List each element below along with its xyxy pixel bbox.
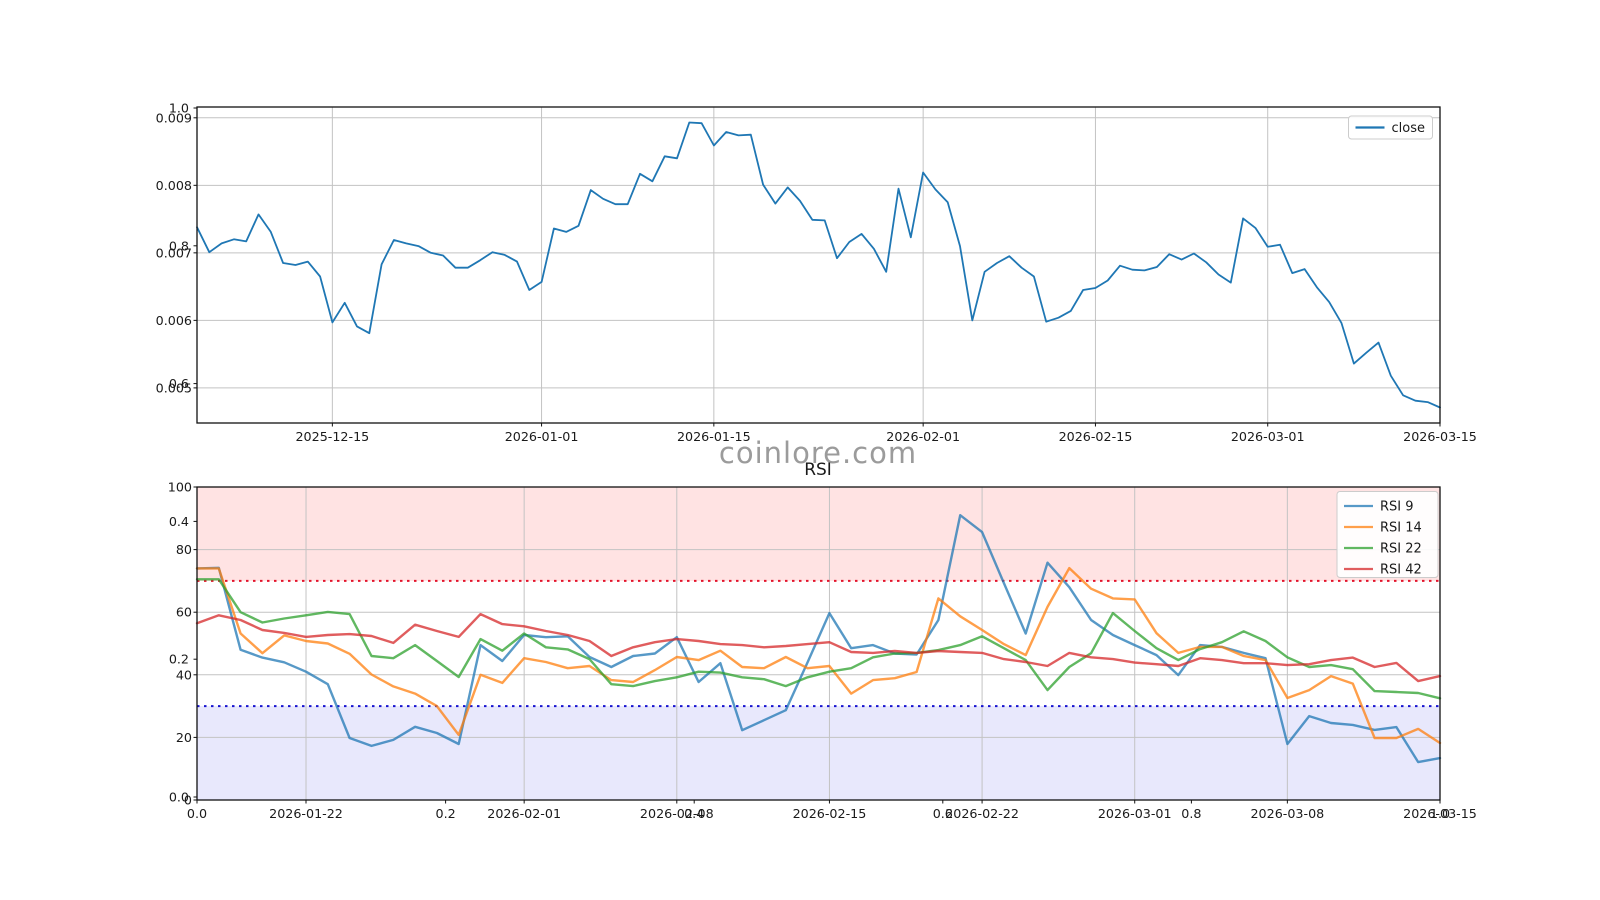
x-tick-label: 2025-12-15: [295, 429, 369, 444]
series-close: [196, 121, 1441, 409]
series-rsi-22: [195, 578, 1442, 700]
x-tick-label: 2026-01-01: [505, 429, 579, 444]
legend-box: [1336, 491, 1439, 578]
series-rsi-42: [195, 612, 1442, 683]
legend-box: [1348, 115, 1433, 140]
axes-frame: [196, 486, 1441, 801]
axes-frame: [196, 106, 1441, 424]
legend-label: RSI 22: [1380, 542, 1422, 557]
series-rsi-9: [195, 514, 1442, 764]
rsi-chart-title: RSI: [804, 460, 832, 480]
hidden-y-tick-label: 0.2: [169, 652, 189, 667]
legend-label: RSI 14: [1380, 521, 1422, 536]
hidden-y-tick-label: 0.8: [169, 238, 189, 253]
legend-label: close: [1392, 121, 1425, 136]
y-tick-label: 0.005: [156, 380, 192, 395]
legend-label: RSI 42: [1380, 563, 1422, 578]
series-rsi-14: [195, 566, 1442, 745]
x-tick-label: 2026-02-15: [1059, 429, 1133, 444]
x-tick-label: 2026-03-01: [1231, 429, 1305, 444]
hidden-x-tick-label: 0.4: [684, 806, 704, 821]
y-tick-label: 0.009: [156, 110, 192, 125]
x-tick-label: 2026-03-15: [1403, 806, 1477, 821]
y-tick-label: 0.008: [156, 178, 192, 193]
x-tick-label: 2026-03-15: [1403, 429, 1477, 444]
hidden-y-tick-label: 0.4: [169, 514, 189, 529]
hidden-y-tick-label: 0.0: [169, 790, 189, 805]
hidden-x-tick-label: 0.2: [436, 806, 456, 821]
x-tick-label: 2026-03-08: [1250, 806, 1324, 821]
x-tick-label: 2026-02-15: [793, 806, 867, 821]
x-tick-label: 2026-02-08: [640, 806, 714, 821]
hidden-x-tick-label: 0.6: [933, 806, 953, 821]
hidden-x-tick-label: 0.8: [1181, 806, 1201, 821]
y-tick-label: 0.007: [156, 245, 192, 260]
y-tick-label: 60: [176, 605, 192, 620]
hidden-y-tick-label: 0.6: [169, 376, 189, 391]
x-tick-label: 2026-02-22: [945, 806, 1019, 821]
hidden-x-tick-label: 1.0: [1430, 806, 1450, 821]
x-tick-label: 2026-01-15: [677, 429, 751, 444]
y-tick-label: 100: [168, 480, 192, 495]
x-tick-label: 2026-02-01: [886, 429, 960, 444]
overbought-region: [197, 487, 1440, 581]
y-tick-label: 40: [176, 667, 192, 682]
oversold-region: [197, 706, 1440, 800]
legend-label: RSI 9: [1380, 500, 1414, 515]
y-tick-label: 20: [176, 730, 192, 745]
watermark: coinlore.com: [718, 436, 918, 470]
x-tick-label: 2026-01-22: [269, 806, 343, 821]
y-tick-label: 0.006: [156, 313, 192, 328]
hidden-y-tick-label: 1.0: [169, 101, 189, 116]
y-tick-label: 80: [176, 542, 192, 557]
hidden-x-tick-label: 0.0: [187, 806, 207, 821]
y-tick-label: 0: [184, 793, 192, 808]
x-tick-label: 2026-03-01: [1098, 806, 1172, 821]
x-tick-label: 2026-02-01: [487, 806, 561, 821]
